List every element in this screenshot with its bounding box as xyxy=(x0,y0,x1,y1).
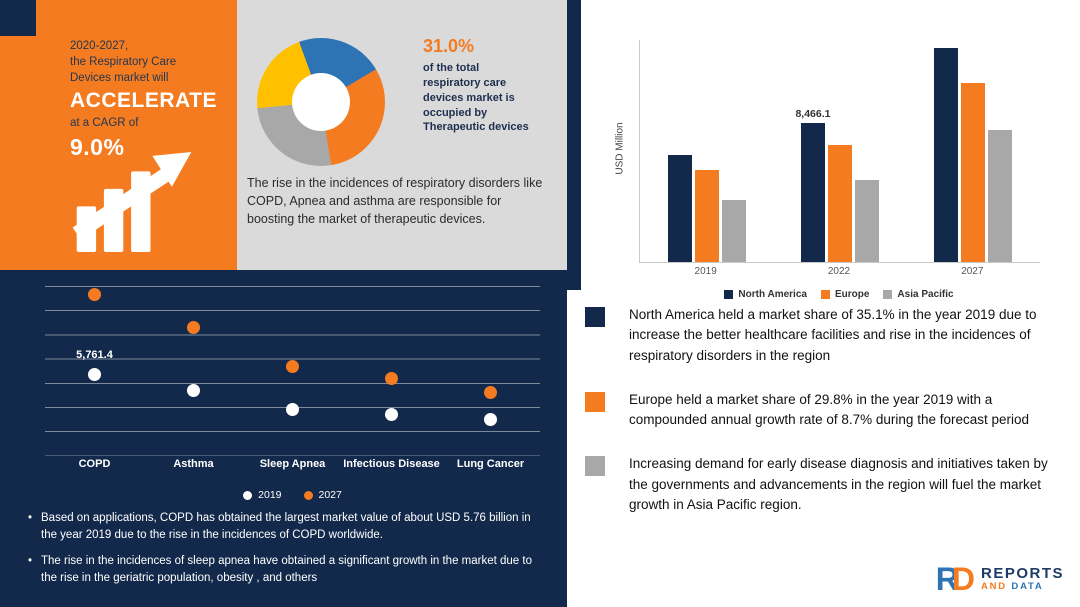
note-copd: Based on applications, COPD has obtained… xyxy=(28,510,540,545)
category-copd: COPD xyxy=(78,458,111,470)
bar-chart-ylabel: USD Million xyxy=(614,122,626,175)
stat-description: of the total respiratory care devices ma… xyxy=(423,62,529,134)
legend-item-europe: Europe xyxy=(820,289,870,300)
cagr-panel: 2020-2027, the Respiratory Care Devices … xyxy=(0,0,237,270)
dot-2019-infectious-disease xyxy=(385,408,398,422)
bar-category-2019: 2019 xyxy=(694,266,717,277)
therapeutic-stat: 31.0% of the total respiratory care devi… xyxy=(423,36,555,135)
bar-group-2027 xyxy=(907,40,1040,262)
bar-chart-legend: North America Europe Asia Pacific xyxy=(619,289,1059,300)
growth-arrow-icon xyxy=(72,151,192,252)
legend-label-2019: 2019 xyxy=(258,489,282,501)
bullet-north-america-text: North America held a market share of 35.… xyxy=(629,307,1037,363)
legend-item-2019: 2019 xyxy=(243,489,282,501)
intro-line-2: the Respiratory Care xyxy=(70,56,177,69)
therapeutic-panel: 31.0% of the total respiratory care devi… xyxy=(237,0,567,270)
dot-plot-legend: 2019 2027 xyxy=(45,489,540,501)
legend-label-north-america: North America xyxy=(738,289,807,300)
dot-2027-copd xyxy=(88,288,101,301)
bar-chart-categories: 2019 2022 2027 xyxy=(639,266,1039,277)
legend-item-asia-pacific: Asia Pacific xyxy=(883,289,954,300)
cagr-text-block: 2020-2027, the Respiratory Care Devices … xyxy=(70,38,217,163)
cagr-value: 9.0% xyxy=(70,134,125,161)
logo-data: DATA xyxy=(1011,581,1044,593)
legend-dot-2019-icon xyxy=(243,490,253,500)
bar-north-america-2019 xyxy=(667,155,692,262)
divider-stripe xyxy=(567,0,581,290)
bullet-asia-pacific-text: Increasing demand for early disease diag… xyxy=(629,456,1048,512)
donut-hole xyxy=(292,73,350,131)
intro-line-3: Devices market will xyxy=(70,72,169,85)
intro-line-1: 2020-2027, xyxy=(70,40,129,52)
bar-europe-2027 xyxy=(961,82,986,262)
bar-asia-pacific-2027 xyxy=(988,129,1013,262)
bullet-asia-pacific: Increasing demand for early disease diag… xyxy=(585,454,1059,515)
bar-plot-area: 8,466.1 xyxy=(639,40,1040,263)
legend-swatch-north-america-icon xyxy=(724,290,734,299)
dot-plot-categories: COPD Asthma Sleep Apnea Infectious Disea… xyxy=(45,458,540,470)
dot-2019-lung-cancer xyxy=(484,412,497,426)
bullet-europe-text: Europe held a market share of 29.8% in t… xyxy=(629,391,1030,427)
bullet-swatch-0 xyxy=(585,307,605,327)
regional-panel: USD Million 8,466.1 2019 2022 2027 North… xyxy=(567,0,1080,607)
logo-text: REPORTS AND DATA xyxy=(981,565,1064,593)
bar-north-america-2027 xyxy=(934,48,959,262)
donut-chart xyxy=(257,38,385,166)
bar-value-label: 8,466.1 xyxy=(795,107,831,120)
stat-value: 31.0% xyxy=(423,36,475,56)
logo-mark-d: D xyxy=(951,561,975,597)
bar-group-2019 xyxy=(640,40,773,262)
bar-group-2022: 8,466.1 xyxy=(773,40,906,262)
reports-and-data-logo: RD REPORTS AND DATA xyxy=(936,563,1064,595)
bullet-swatch-1 xyxy=(585,391,605,412)
regional-bullets: North America held a market share of 35.… xyxy=(585,305,1059,515)
bar-category-2022: 2022 xyxy=(827,266,851,277)
dot-2019-sleep-apnea xyxy=(286,402,299,416)
cagr-label: at a CAGR of xyxy=(70,117,139,130)
legend-item-2027: 2027 xyxy=(303,489,342,501)
corner-accent-square xyxy=(0,0,36,36)
logo-reports: REPORTS xyxy=(980,564,1064,582)
legend-swatch-asia-pacific-icon xyxy=(883,290,893,299)
logo-and: AND xyxy=(980,581,1007,593)
bar-europe-2022 xyxy=(827,145,852,262)
category-lung-cancer: Lung Cancer xyxy=(456,458,525,470)
legend-label-2027: 2027 xyxy=(318,489,342,501)
legend-dot-2027-icon xyxy=(303,490,313,500)
legend-swatch-europe-icon xyxy=(820,290,830,299)
logo-and-data: AND DATA xyxy=(980,581,1064,593)
therapeutic-body-text: The rise in the incidences of respirator… xyxy=(247,176,543,227)
dot-2027-infectious-disease xyxy=(385,371,398,385)
category-infectious-disease: Infectious Disease xyxy=(343,458,440,470)
application-notes: Based on applications, COPD has obtained… xyxy=(28,510,540,595)
legend-label-asia-pacific: Asia Pacific xyxy=(897,289,954,300)
dot-plot-area: 5,761.4 xyxy=(45,286,540,456)
application-panel: 5,761.4 COPD Asthma Sleep Apnea Infectio… xyxy=(0,270,567,607)
bar-europe-2019 xyxy=(694,169,719,262)
category-asthma: Asthma xyxy=(173,458,214,470)
legend-label-europe: Europe xyxy=(834,289,870,300)
bar-category-2027: 2027 xyxy=(961,266,984,277)
dot-2027-sleep-apnea xyxy=(286,360,299,374)
accelerate-text: ACCELERATE xyxy=(70,89,217,113)
dot-2027-asthma xyxy=(187,320,200,334)
category-sleep-apnea: Sleep Apnea xyxy=(259,458,326,470)
legend-item-north-america: North America xyxy=(724,289,807,300)
bar-asia-pacific-2022 xyxy=(854,179,879,262)
bullet-north-america: North America held a market share of 35.… xyxy=(585,305,1059,366)
dot-2019-asthma xyxy=(187,384,200,398)
bar-north-america-2022: 8,466.1 xyxy=(795,108,831,262)
bar-asia-pacific-2019 xyxy=(721,200,746,262)
bullet-swatch-2 xyxy=(585,456,605,477)
logo-mark-r: R xyxy=(935,561,959,597)
bullet-europe: Europe held a market share of 29.8% in t… xyxy=(585,390,1059,431)
dot-2027-lung-cancer xyxy=(484,385,497,399)
logo-monogram-icon: RD xyxy=(936,563,975,595)
note-sleep-apnea: The rise in the incidences of sleep apne… xyxy=(28,553,540,588)
dot-2019-copd xyxy=(88,367,101,381)
dot-value-label: 5,761.4 xyxy=(76,349,113,362)
